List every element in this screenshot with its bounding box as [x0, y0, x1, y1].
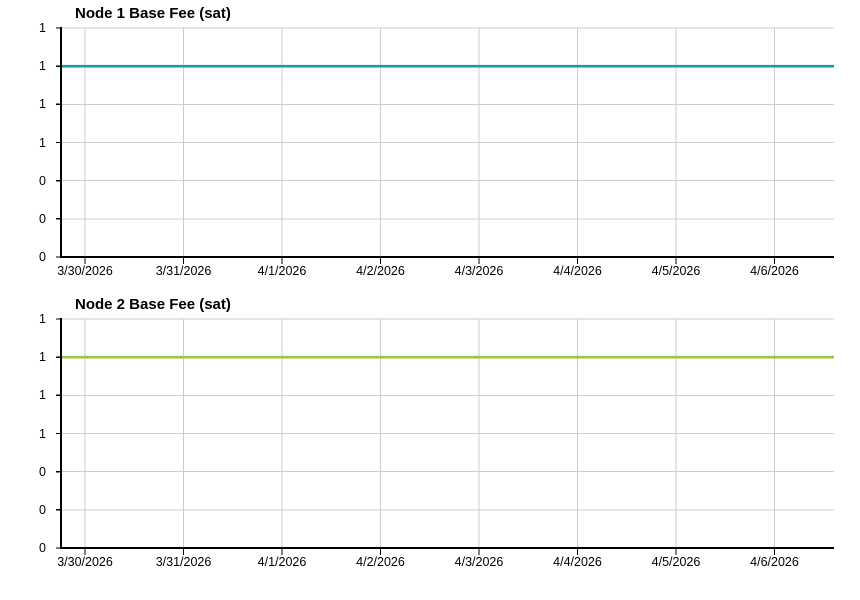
x-tick-label: 4/1/2026 — [257, 264, 307, 278]
x-tick-label: 4/6/2026 — [750, 555, 799, 569]
chart-panel-node2-base-fee: Node 2 Base Fee (sat) 1 1 1 1 0 0 0 3/30/2026 3… — [0, 291, 860, 581]
x-tick-label: 3/31/2026 — [155, 555, 212, 569]
chart-title-node1: Node 1 Base Fee (sat) — [75, 5, 231, 22]
y-tick-label: 0 — [39, 250, 46, 264]
y-tick-label: 0 — [39, 541, 46, 555]
y-tick-label: 0 — [39, 173, 46, 188]
chart-panel-node1-base-fee: Node 1 Base Fee (sat) 1 1 1 1 0 0 0 3/30/2026 3… — [0, 0, 860, 290]
y-tick-label: 1 — [39, 97, 46, 112]
x-tick-label: 4/5/2026 — [651, 264, 701, 278]
y-tick-label: 1 — [39, 426, 46, 441]
x-tick-label: 4/5/2026 — [651, 555, 701, 569]
x-tick-label: 4/2/2026 — [356, 555, 405, 569]
y-tick-label: 1 — [39, 21, 46, 35]
x-tick-label: 4/1/2026 — [257, 555, 307, 569]
x-tick-label: 3/30/2026 — [57, 555, 113, 569]
chart-title-node2: Node 2 Base Fee (sat) — [75, 296, 231, 313]
x-tick-label: 4/3/2026 — [454, 555, 504, 569]
y-tick-label: 1 — [39, 59, 46, 74]
x-tick-label: 4/2/2026 — [356, 264, 405, 278]
y-tick-label: 1 — [39, 312, 46, 326]
y-tick-label: 0 — [39, 211, 46, 226]
chart-plot-node1 — [56, 27, 834, 264]
x-tick-label: 4/4/2026 — [553, 264, 602, 278]
y-tick-label: 1 — [39, 350, 46, 365]
y-tick-label: 1 — [39, 135, 46, 150]
x-tick-label: 4/4/2026 — [553, 555, 602, 569]
x-tick-label: 4/6/2026 — [750, 264, 799, 278]
y-tick-label: 0 — [39, 464, 46, 479]
x-tick-label: 3/30/2026 — [57, 264, 113, 278]
x-tick-label: 4/3/2026 — [454, 264, 504, 278]
chart-plot-node2 — [56, 318, 834, 555]
y-tick-label: 0 — [39, 502, 46, 517]
y-tick-label: 1 — [39, 388, 46, 403]
x-tick-label: 3/31/2026 — [155, 264, 212, 278]
